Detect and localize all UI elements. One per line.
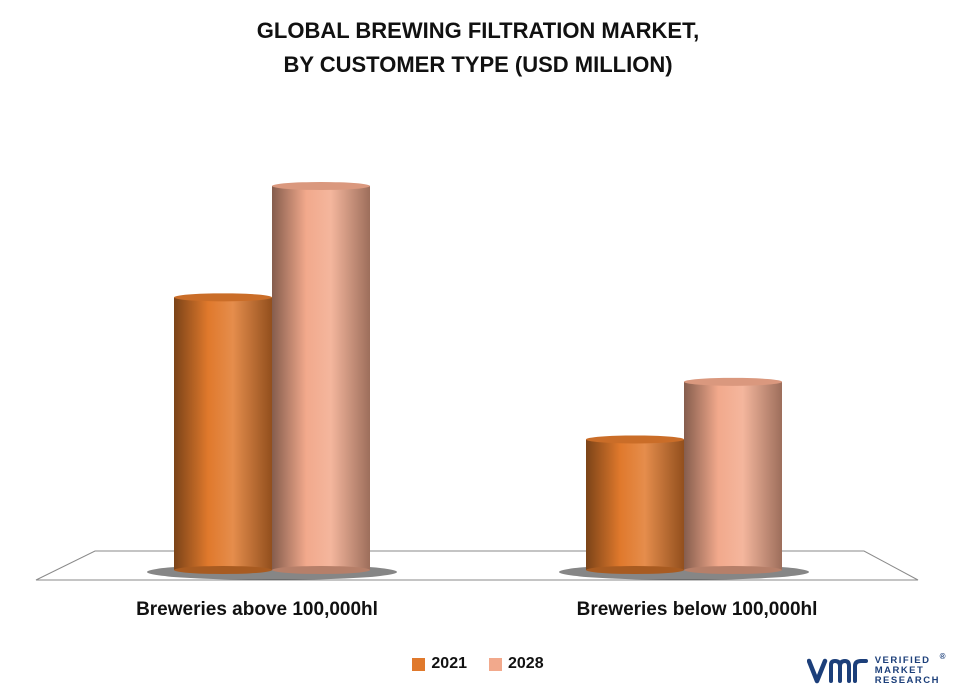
vmr-logo-mark-icon	[806, 658, 868, 684]
category-label-0: Breweries above 100,000hl	[136, 599, 378, 620]
legend-item-2021: 2021	[412, 655, 467, 673]
registered-mark: ®	[939, 652, 947, 661]
bar-2028-0	[272, 182, 370, 574]
legend: 2021 2028	[0, 655, 956, 673]
bar-2021-1	[586, 435, 684, 574]
chart-title-line-1: GLOBAL BREWING FILTRATION MARKET,	[256, 18, 700, 43]
bar-2028-1	[684, 377, 782, 574]
logo-line-1: VERIFIED	[874, 655, 931, 666]
chart-title-line-2: BY CUSTOMER TYPE (USD MILLION)	[283, 52, 673, 77]
vmr-logo-text: VERIFIED MARKET RESEARCH ®	[874, 652, 946, 686]
vmr-logo: VERIFIED MARKET RESEARCH ®	[806, 652, 946, 686]
logo-line-2: MARKET	[874, 665, 925, 676]
bar-2021-0	[174, 293, 272, 574]
legend-label-2021: 2021	[431, 655, 467, 672]
bar-group	[147, 182, 809, 580]
legend-swatch-2028	[489, 657, 502, 671]
category-label-1: Breweries below 100,000hl	[576, 599, 818, 620]
chart-title: GLOBAL BREWING FILTRATION MARKET, BY CUS…	[0, 14, 956, 82]
logo-line-3: RESEARCH	[874, 675, 940, 686]
legend-label-2028: 2028	[508, 655, 544, 672]
legend-item-2028: 2028	[489, 655, 544, 673]
legend-swatch-2021	[412, 657, 426, 671]
